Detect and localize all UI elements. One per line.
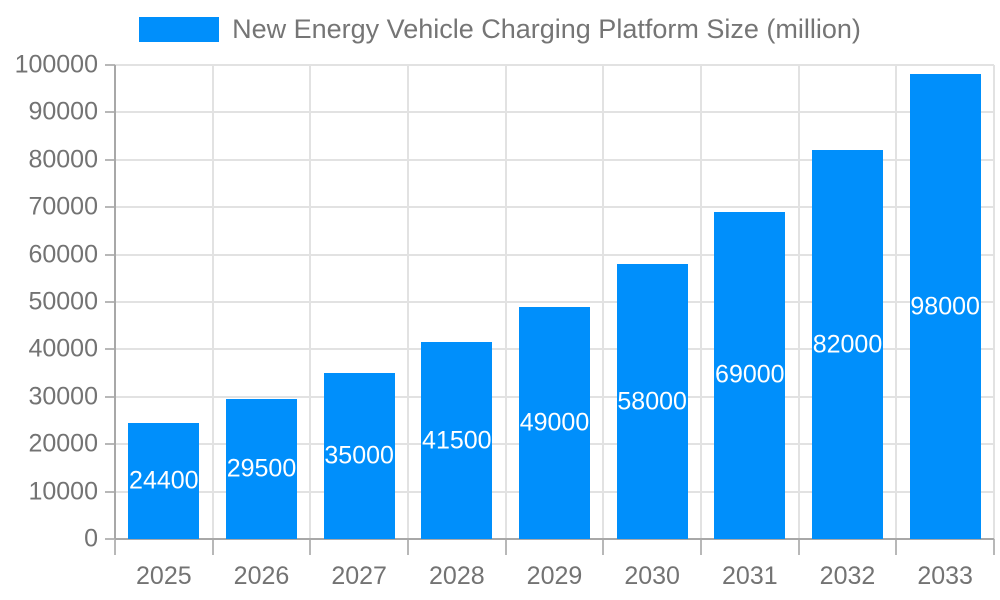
x-axis-category-label: 2027 — [331, 562, 387, 590]
y-axis-tick-label: 10000 — [28, 477, 98, 506]
bar-2028[interactable] — [421, 342, 493, 539]
bar-2030[interactable] — [616, 264, 688, 539]
x-axis-tick — [797, 539, 800, 555]
legend: New Energy Vehicle Charging Platform Siz… — [0, 12, 1000, 46]
y-axis-tick — [105, 158, 115, 161]
y-axis-tick-label: 0 — [84, 524, 98, 553]
y-axis-tick — [105, 111, 115, 114]
legend-label: New Energy Vehicle Charging Platform Siz… — [232, 13, 861, 44]
x-axis-tick — [114, 539, 116, 555]
bar-2026[interactable] — [225, 399, 298, 539]
x-axis-category-label: 2025 — [136, 562, 192, 590]
x-axis-tick — [407, 539, 409, 555]
bar-2027[interactable] — [323, 373, 395, 539]
y-axis-tick — [105, 490, 115, 493]
y-gridline — [115, 301, 994, 303]
x-axis-category-label: 2032 — [819, 562, 876, 590]
y-axis-tick — [105, 395, 115, 398]
x-axis-category-label: 2031 — [722, 562, 778, 590]
x-axis-category-label: 2028 — [429, 562, 485, 590]
x-axis-tick — [504, 539, 507, 555]
y-axis-tick-label: 30000 — [28, 382, 98, 411]
x-gridline — [602, 65, 605, 539]
y-axis-tick-label: 70000 — [28, 192, 98, 221]
legend-item[interactable]: New Energy Vehicle Charging Platform Siz… — [139, 14, 861, 45]
y-axis-tick-label: 100000 — [14, 50, 98, 79]
legend-marker-icon — [139, 16, 220, 42]
y-axis-tick-label: 60000 — [28, 240, 98, 269]
y-axis-tick — [105, 301, 115, 303]
x-gridline — [895, 65, 898, 539]
y-axis-tick — [105, 64, 115, 66]
y-axis-tick — [105, 538, 115, 540]
bar-2032[interactable] — [811, 150, 884, 539]
bar-2031[interactable] — [714, 211, 786, 539]
y-axis-tick-label: 40000 — [28, 334, 98, 363]
x-gridline — [993, 65, 995, 539]
x-axis-category-label: 2029 — [526, 562, 583, 590]
y-axis-tick-label: 50000 — [28, 287, 98, 316]
y-axis-tick — [105, 348, 115, 351]
x-gridline — [407, 65, 409, 539]
x-gridline — [309, 65, 312, 539]
y-axis-tick — [105, 443, 115, 446]
x-axis-tick — [993, 539, 995, 555]
x-axis-category-label: 2030 — [624, 562, 680, 590]
bar-2029[interactable] — [518, 306, 591, 539]
x-axis-category-label: 2026 — [233, 562, 290, 590]
y-gridline — [115, 111, 994, 114]
x-axis-tick — [211, 539, 214, 555]
y-gridline — [115, 158, 994, 161]
bar-2025[interactable] — [128, 423, 200, 539]
y-axis-tick-label: 90000 — [28, 97, 98, 126]
y-gridline — [115, 206, 994, 209]
x-gridline — [211, 65, 214, 539]
x-axis-tick — [602, 539, 605, 555]
x-axis-line — [115, 538, 994, 540]
x-gridline — [797, 65, 800, 539]
x-axis-category-label: 2033 — [917, 562, 973, 590]
y-gridline — [115, 253, 994, 256]
x-axis-tick — [895, 539, 898, 555]
x-gridline — [700, 65, 702, 539]
x-gridline — [504, 65, 507, 539]
y-axis-tick — [105, 206, 115, 209]
bar-2033[interactable] — [909, 74, 981, 539]
y-axis-tick-label: 80000 — [28, 145, 98, 174]
x-axis-tick — [309, 539, 312, 555]
y-axis-line — [114, 65, 116, 539]
y-gridline — [115, 64, 994, 66]
x-axis-tick — [700, 539, 702, 555]
y-axis-tick-label: 20000 — [28, 429, 98, 458]
y-axis-tick — [105, 253, 115, 256]
